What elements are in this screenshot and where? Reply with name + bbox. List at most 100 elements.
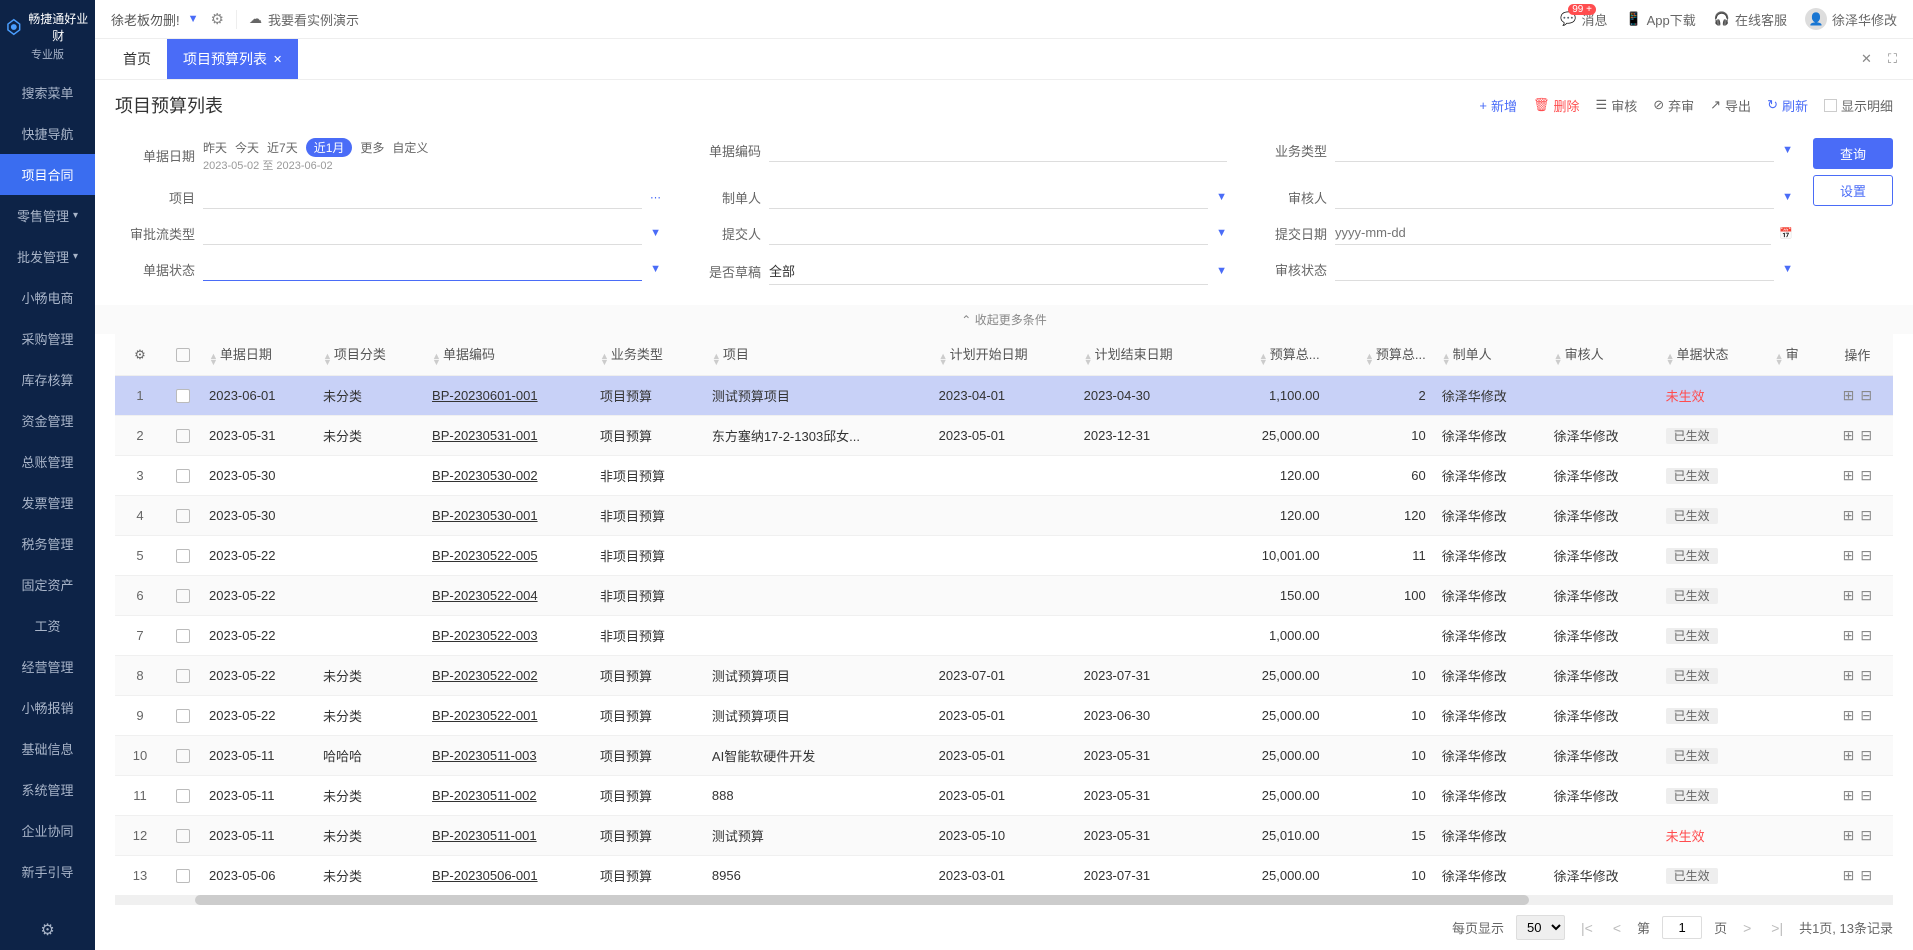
sidebar-item[interactable]: 新手引导 bbox=[0, 851, 95, 892]
view-icon[interactable]: ⊞ bbox=[1843, 507, 1855, 523]
code-link[interactable]: BP-20230601-001 bbox=[432, 388, 538, 403]
table-row[interactable]: 92023-05-22未分类BP-20230522-001项目预算测试预算项目2… bbox=[115, 696, 1893, 736]
ds-more[interactable]: 更多 bbox=[360, 139, 384, 156]
expand-icon[interactable]: ⛶ bbox=[1884, 47, 1901, 71]
code-link[interactable]: BP-20230522-004 bbox=[432, 588, 538, 603]
view-icon[interactable]: ⊞ bbox=[1843, 427, 1855, 443]
table-header[interactable]: ▲▼单据状态 bbox=[1658, 334, 1767, 376]
table-row[interactable]: 102023-05-11哈哈哈BP-20230511-003项目预算AI智能软硬… bbox=[115, 736, 1893, 776]
view-icon[interactable]: ⊞ bbox=[1843, 667, 1855, 683]
code-link[interactable]: BP-20230522-005 bbox=[432, 548, 538, 563]
sidebar-item[interactable]: 系统管理 bbox=[0, 769, 95, 810]
code-link[interactable]: BP-20230522-001 bbox=[432, 708, 538, 723]
row-checkbox[interactable] bbox=[165, 456, 201, 496]
row-checkbox[interactable] bbox=[165, 776, 201, 816]
more-icon[interactable]: ⊟ bbox=[1860, 747, 1872, 763]
abandon-button[interactable]: ⊘弃审 bbox=[1653, 96, 1694, 115]
status-input[interactable] bbox=[203, 257, 642, 281]
code-link[interactable]: BP-20230530-001 bbox=[432, 508, 538, 523]
code-link[interactable]: BP-20230511-002 bbox=[432, 788, 537, 803]
table-header[interactable]: ▲▼制单人 bbox=[1434, 334, 1546, 376]
settings-button[interactable]: 设置 bbox=[1813, 175, 1893, 206]
chevron-down-icon[interactable]: ▼ bbox=[1216, 191, 1227, 203]
more-icon[interactable]: ⊟ bbox=[1860, 467, 1872, 483]
tab-home[interactable]: 首页 bbox=[107, 39, 167, 79]
draft-value[interactable]: 全部 bbox=[769, 257, 1208, 285]
sidebar-item[interactable]: 企业协同 bbox=[0, 810, 95, 851]
sidebar-item[interactable]: 发票管理 bbox=[0, 482, 95, 523]
submit-date-input[interactable] bbox=[1335, 221, 1771, 245]
table-row[interactable]: 122023-05-11未分类BP-20230511-001项目预算测试预算20… bbox=[115, 816, 1893, 856]
row-checkbox[interactable] bbox=[165, 656, 201, 696]
ds-custom[interactable]: 自定义 bbox=[392, 139, 428, 156]
delete-button[interactable]: 🗑删除 bbox=[1533, 96, 1580, 115]
row-checkbox[interactable] bbox=[165, 736, 201, 776]
sidebar-item[interactable]: 工资 bbox=[0, 605, 95, 646]
row-checkbox[interactable] bbox=[165, 416, 201, 456]
col-settings[interactable]: ⚙ bbox=[115, 334, 165, 376]
more-icon[interactable]: ⊟ bbox=[1860, 387, 1872, 403]
more-icon[interactable]: ⊟ bbox=[1860, 587, 1872, 603]
table-header[interactable]: ▲▼项目分类 bbox=[315, 334, 424, 376]
calendar-icon[interactable]: 📅 bbox=[1779, 227, 1793, 240]
messages-button[interactable]: 💬 99 + 消息 bbox=[1560, 10, 1607, 29]
table-row[interactable]: 22023-05-31未分类BP-20230531-001项目预算东方塞纳17-… bbox=[115, 416, 1893, 456]
code-link[interactable]: BP-20230522-003 bbox=[432, 628, 538, 643]
horizontal-scrollbar[interactable] bbox=[115, 895, 1893, 905]
table-header[interactable]: ▲▼计划结束日期 bbox=[1076, 334, 1221, 376]
per-page-select[interactable]: 50 bbox=[1516, 915, 1565, 940]
ds-1month[interactable]: 近1月 bbox=[306, 138, 353, 157]
refresh-button[interactable]: ↻刷新 bbox=[1767, 96, 1808, 115]
collapse-filters-button[interactable]: ⌃ 收起更多条件 bbox=[95, 305, 1913, 334]
table-header[interactable]: ▲▼预算总... bbox=[1328, 334, 1434, 376]
view-icon[interactable]: ⊞ bbox=[1843, 827, 1855, 843]
table-wrap[interactable]: ⚙▲▼单据日期▲▼项目分类▲▼单据编码▲▼业务类型▲▼项目▲▼计划开始日期▲▼计… bbox=[95, 334, 1913, 895]
table-row[interactable]: 32023-05-30BP-20230530-002非项目预算120.0060徐… bbox=[115, 456, 1893, 496]
add-button[interactable]: +新增 bbox=[1479, 96, 1517, 115]
row-checkbox[interactable] bbox=[165, 856, 201, 896]
table-header[interactable]: ▲▼单据日期 bbox=[201, 334, 315, 376]
sidebar-item[interactable]: 零售管理▾ bbox=[0, 195, 95, 236]
code-link[interactable]: BP-20230531-001 bbox=[432, 428, 538, 443]
chevron-down-icon[interactable]: ▼ bbox=[1782, 191, 1793, 203]
maker-input[interactable] bbox=[769, 185, 1208, 209]
chevron-down-icon[interactable]: ▼ bbox=[1782, 144, 1793, 156]
app-download-button[interactable]: 📱 App下载 bbox=[1625, 10, 1695, 29]
close-icon[interactable]: ✕ bbox=[273, 53, 282, 66]
table-row[interactable]: 62023-05-22BP-20230522-004非项目预算150.00100… bbox=[115, 576, 1893, 616]
view-icon[interactable]: ⊞ bbox=[1843, 467, 1855, 483]
view-icon[interactable]: ⊞ bbox=[1843, 627, 1855, 643]
ds-7days[interactable]: 近7天 bbox=[267, 139, 298, 156]
user-menu[interactable]: 👤 徐泽华修改 bbox=[1805, 8, 1897, 30]
sidebar-item[interactable]: 项目合同 bbox=[0, 154, 95, 195]
col-check-all[interactable] bbox=[165, 334, 201, 376]
show-detail-toggle[interactable]: 显示明细 bbox=[1824, 96, 1893, 115]
sidebar-item[interactable]: 小畅电商 bbox=[0, 277, 95, 318]
table-header[interactable]: ▲▼业务类型 bbox=[592, 334, 704, 376]
last-page-button[interactable]: >| bbox=[1767, 920, 1787, 936]
row-checkbox[interactable] bbox=[165, 376, 201, 416]
table-row[interactable]: 82023-05-22未分类BP-20230522-002项目预算测试预算项目2… bbox=[115, 656, 1893, 696]
table-row[interactable]: 132023-05-06未分类BP-20230506-001项目预算895620… bbox=[115, 856, 1893, 896]
view-icon[interactable]: ⊞ bbox=[1843, 787, 1855, 803]
project-input[interactable] bbox=[203, 185, 642, 209]
chevron-down-icon[interactable]: ▼ bbox=[1216, 265, 1227, 277]
table-row[interactable]: 12023-06-01未分类BP-20230601-001项目预算测试预算项目2… bbox=[115, 376, 1893, 416]
code-link[interactable]: BP-20230511-001 bbox=[432, 828, 537, 843]
more-icon[interactable]: ⊟ bbox=[1860, 707, 1872, 723]
biz-type-input[interactable] bbox=[1335, 138, 1774, 162]
sidebar-item[interactable]: 总账管理 bbox=[0, 441, 95, 482]
row-checkbox[interactable] bbox=[165, 536, 201, 576]
more-icon[interactable]: ⊟ bbox=[1860, 867, 1872, 883]
tab-budget-list[interactable]: 项目预算列表 ✕ bbox=[167, 39, 298, 79]
row-checkbox[interactable] bbox=[165, 496, 201, 536]
next-page-button[interactable]: > bbox=[1739, 920, 1755, 936]
first-page-button[interactable]: |< bbox=[1577, 920, 1597, 936]
sidebar-item[interactable]: 批发管理▾ bbox=[0, 236, 95, 277]
approver-input[interactable] bbox=[1335, 185, 1774, 209]
view-icon[interactable]: ⊞ bbox=[1843, 387, 1855, 403]
more-icon[interactable]: ⊟ bbox=[1860, 627, 1872, 643]
approve-status-input[interactable] bbox=[1335, 257, 1774, 281]
table-header[interactable]: ▲▼审核人 bbox=[1546, 334, 1658, 376]
chevron-down-icon[interactable]: ▼ bbox=[650, 227, 661, 239]
